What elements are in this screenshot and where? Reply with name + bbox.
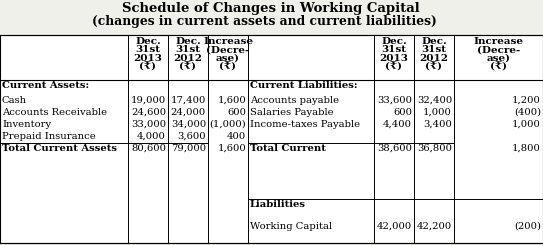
Text: Liabilities: Liabilities	[250, 200, 306, 209]
Text: 3,600: 3,600	[178, 132, 206, 141]
Text: 31st: 31st	[175, 46, 200, 54]
Text: (changes in current assets and current liabilities): (changes in current assets and current l…	[92, 15, 437, 28]
Text: 79,000: 79,000	[171, 144, 206, 153]
Text: (₹): (₹)	[180, 62, 197, 72]
Text: Current Liabilities:: Current Liabilities:	[250, 81, 357, 90]
Text: Dec.: Dec.	[381, 37, 407, 46]
Text: Increase: Increase	[473, 37, 523, 46]
Text: Prepaid Insurance: Prepaid Insurance	[2, 132, 96, 141]
Text: 31st: 31st	[421, 46, 446, 54]
Text: 36,800: 36,800	[417, 144, 452, 153]
Text: Cash: Cash	[2, 96, 27, 105]
Text: (1,000): (1,000)	[209, 120, 246, 129]
Text: 400: 400	[227, 132, 246, 141]
Text: (Decre-: (Decre-	[206, 46, 250, 54]
Text: (₹): (₹)	[490, 62, 507, 72]
Text: Increase: Increase	[203, 37, 253, 46]
Text: 4,400: 4,400	[383, 120, 412, 129]
Text: 2012: 2012	[420, 54, 449, 63]
Text: (₹): (₹)	[140, 62, 156, 72]
Text: Current Assets:: Current Assets:	[2, 81, 89, 90]
Bar	[0, 35, 543, 243]
Text: 80,600: 80,600	[131, 144, 166, 153]
Text: 33,000: 33,000	[131, 120, 166, 129]
Text: 17,400: 17,400	[171, 96, 206, 105]
Text: Income-taxes Payable: Income-taxes Payable	[250, 120, 360, 129]
Text: 34,000: 34,000	[171, 120, 206, 129]
Text: Dec.: Dec.	[135, 37, 161, 46]
Text: 24,600: 24,600	[131, 108, 166, 117]
Text: 4,000: 4,000	[137, 132, 166, 141]
Text: 2013: 2013	[134, 54, 162, 63]
Text: 2013: 2013	[380, 54, 408, 63]
Text: 1,000: 1,000	[512, 120, 541, 129]
Text: Working Capital: Working Capital	[250, 222, 332, 231]
Text: 3,400: 3,400	[423, 120, 452, 129]
Text: Salaries Payable: Salaries Payable	[250, 108, 333, 117]
Text: 1,200: 1,200	[512, 96, 541, 105]
Text: (Decre-: (Decre-	[477, 46, 520, 54]
Text: 24,000: 24,000	[171, 108, 206, 117]
Text: 42,000: 42,000	[377, 222, 412, 231]
Text: (₹): (₹)	[386, 62, 402, 72]
Text: ase): ase)	[487, 54, 510, 63]
Text: (200): (200)	[514, 222, 541, 231]
Text: 42,200: 42,200	[416, 222, 452, 231]
Text: 38,600: 38,600	[377, 144, 412, 153]
Text: 600: 600	[393, 108, 412, 117]
Text: 1,600: 1,600	[217, 144, 246, 153]
Text: 31st: 31st	[382, 46, 407, 54]
Text: Accounts payable: Accounts payable	[250, 96, 339, 105]
Text: (400): (400)	[514, 108, 541, 117]
Text: 1,800: 1,800	[512, 144, 541, 153]
Text: 1,600: 1,600	[217, 96, 246, 105]
Text: Total Current: Total Current	[250, 144, 326, 153]
Text: Total Current Assets: Total Current Assets	[2, 144, 117, 153]
Text: ase): ase)	[216, 54, 240, 63]
Text: Accounts Receivable: Accounts Receivable	[2, 108, 107, 117]
Text: Inventory: Inventory	[2, 120, 51, 129]
Text: 19,000: 19,000	[131, 96, 166, 105]
Text: 32,400: 32,400	[416, 96, 452, 105]
Text: 600: 600	[227, 108, 246, 117]
Text: Dec.: Dec.	[175, 37, 201, 46]
Text: (₹): (₹)	[219, 62, 237, 72]
Text: 31st: 31st	[136, 46, 161, 54]
Text: 2012: 2012	[174, 54, 203, 63]
Text: Dec.: Dec.	[421, 37, 447, 46]
Text: (₹): (₹)	[426, 62, 443, 72]
Text: 33,600: 33,600	[377, 96, 412, 105]
Text: 1,000: 1,000	[423, 108, 452, 117]
Text: Schedule of Changes in Working Capital: Schedule of Changes in Working Capital	[122, 2, 420, 15]
